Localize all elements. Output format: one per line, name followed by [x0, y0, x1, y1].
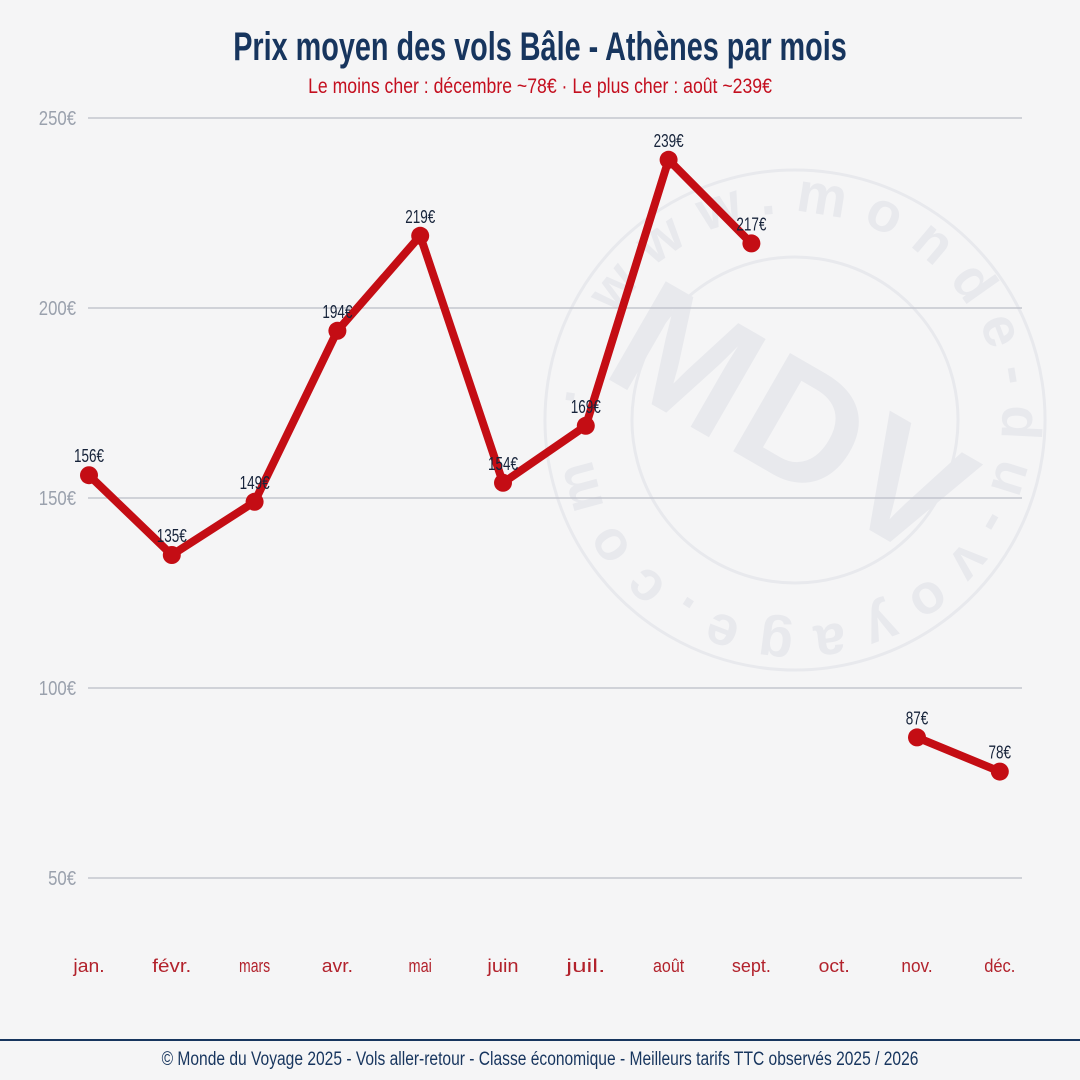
- footer-credit: © Monde du Voyage 2025 - Vols aller-reto…: [161, 1049, 919, 1070]
- value-label-mars: 149€: [240, 473, 270, 493]
- data-point-sept.: [742, 234, 761, 253]
- value-label-juil.: 169€: [571, 397, 601, 417]
- watermark-outer-ring: [543, 168, 1047, 672]
- month-label-déc.: déc.: [984, 956, 1015, 976]
- month-label-oct.: oct.: [819, 956, 850, 976]
- data-point-juil.: [576, 416, 595, 435]
- data-point-jan.: [80, 466, 98, 485]
- value-label-déc.: 78€: [989, 743, 1012, 763]
- data-point-avr.: [328, 321, 347, 340]
- footer-divider: [0, 1039, 1080, 1041]
- data-point-févr.: [162, 546, 181, 564]
- ytick-label-100: 100€: [39, 678, 76, 700]
- value-label-avr.: 194€: [322, 302, 352, 322]
- ytick-label-250: 250€: [39, 108, 76, 130]
- month-label-sept.: sept.: [732, 956, 771, 976]
- data-point-nov.: [908, 728, 926, 747]
- month-label-juin: juin: [486, 956, 518, 976]
- data-point-mars: [245, 492, 264, 511]
- page-title: Prix moyen des vols Bâle - Athènes par m…: [233, 25, 847, 69]
- month-label-mai: mai: [409, 956, 432, 976]
- month-label-nov.: nov.: [901, 956, 932, 976]
- value-label-sept.: 217€: [736, 214, 766, 234]
- value-label-août: 239€: [654, 131, 684, 151]
- price-line: [913, 733, 1004, 776]
- watermark: www.monde-du-voyage.com ·MDV: [441, 65, 1080, 773]
- month-label-mars: mars: [239, 956, 270, 976]
- page-subtitle: Le moins cher : décembre ~78€ · Le plus …: [308, 75, 772, 98]
- watermark-center-text: MDV: [582, 245, 1007, 597]
- ytick-label-200: 200€: [39, 298, 76, 320]
- month-label-juil.: juil.: [565, 956, 605, 976]
- value-label-févr.: 135€: [157, 526, 187, 546]
- data-point-déc.: [990, 762, 1009, 781]
- month-label-févr.: févr.: [152, 956, 191, 976]
- ytick-label-50: 50€: [48, 868, 76, 890]
- value-label-juin: 154€: [488, 454, 518, 474]
- ytick-label-150: 150€: [39, 488, 76, 510]
- value-label-jan.: 156€: [74, 446, 104, 466]
- month-label-août: août: [653, 956, 684, 976]
- data-point-juin: [494, 473, 512, 492]
- watermark-inner-ring: [630, 255, 960, 585]
- month-label-jan.: jan.: [72, 956, 104, 976]
- value-label-nov.: 87€: [906, 708, 929, 728]
- data-point-mai: [411, 226, 430, 245]
- month-label-avr.: avr.: [322, 956, 353, 976]
- data-point-août: [659, 150, 678, 169]
- value-label-mai: 219€: [405, 207, 435, 227]
